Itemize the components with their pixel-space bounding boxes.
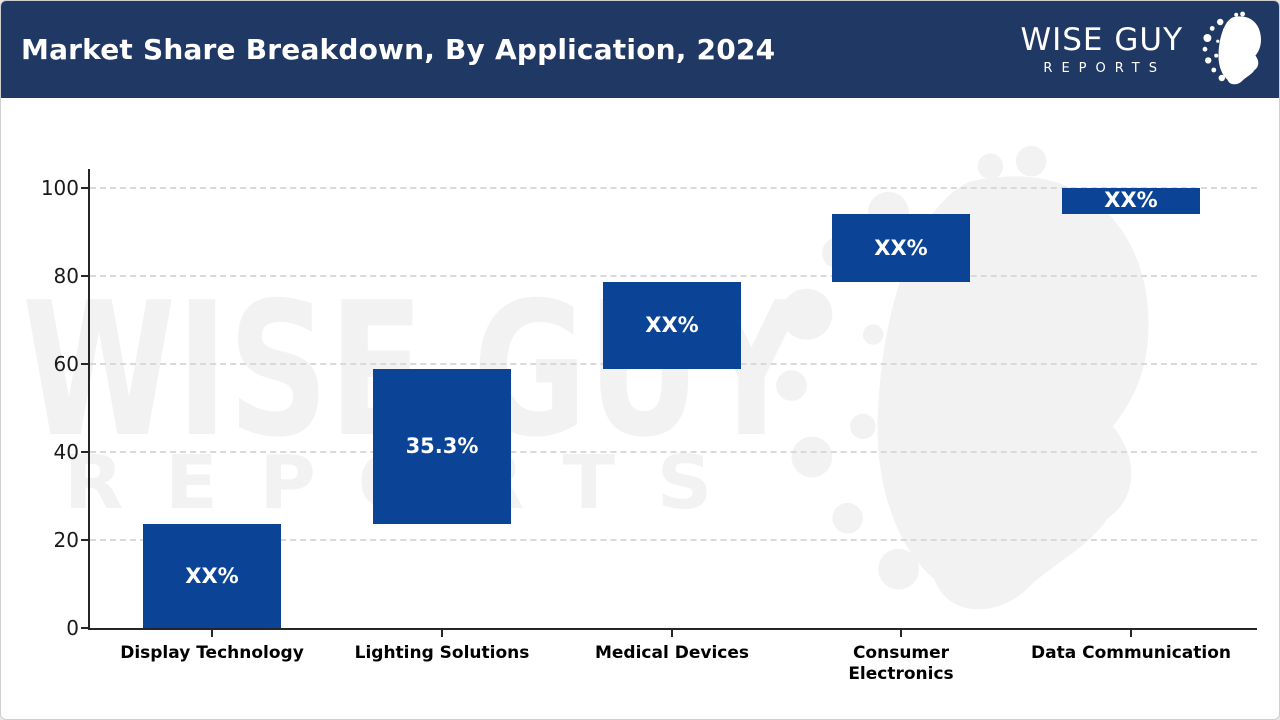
bar-value-label: XX% [1104,188,1158,213]
y-axis-label-40: 40 [53,439,79,464]
plot-area: 0 20 40 60 80 100 XX% Display Technology 35.3% Li… [1,98,1279,719]
bar-consumer-electronics: XX% [832,213,970,283]
logo-subtitle: REPORTS [1043,60,1167,76]
bar-value-label: 35.3% [405,434,479,459]
y-axis-tick-80 [81,274,89,277]
x-axis-line [88,627,1257,630]
bar-medical-devices: XX% [603,282,741,369]
x-axis-label-5: Data Communication [1031,643,1231,663]
bar-lighting-solutions: 35.3% [373,368,511,525]
gridline-100 [90,186,1257,189]
bar-value-label: XX% [185,563,239,588]
header: Market Share Breakdown, By Application, … [1,1,1279,98]
x-axis-tick-3 [671,630,673,637]
y-axis-tick-20 [81,538,89,541]
x-axis-tick-2 [441,630,443,637]
x-axis-tick-1 [211,630,213,637]
logo-wordmark: WISE GUY [1020,21,1183,58]
gridline-80 [90,274,1257,277]
bar-value-label: XX% [645,313,699,338]
logo-face-icon [1202,11,1261,84]
y-axis-tick-40 [81,450,89,453]
bar-data-communication: XX% [1062,187,1200,214]
y-axis-label-100: 100 [40,175,79,200]
y-axis-label-0: 0 [66,616,79,640]
gridline-40 [90,450,1257,453]
wise-guy-logo: WISE GUY REPORTS [1020,7,1265,93]
x-axis-tick-5 [1130,630,1132,637]
x-axis-label-1: Display Technology [120,643,304,663]
logo-text: WISE GUY REPORTS [1020,21,1183,76]
y-axis-label-20: 20 [53,527,79,552]
y-axis-label-80: 80 [53,263,79,288]
x-axis-label-3: Medical Devices [594,643,749,663]
bar-display-technology: XX% [143,524,281,628]
y-axis-tick-0 [81,627,89,629]
gridline-20 [90,538,1257,541]
y-axis-tick-60 [81,362,89,365]
page-title: Market Share Breakdown, By Application, … [21,33,776,66]
y-axis-line [88,169,90,630]
bar-value-label: XX% [874,235,928,260]
x-axis-label-2: Lighting Solutions [354,643,530,663]
y-axis-tick-100 [81,186,89,189]
x-axis-label-4: Consumer Electronics [848,643,954,684]
y-axis-label-60: 60 [53,351,79,376]
x-axis-tick-4 [900,630,902,637]
chart-area: WISE GUY REPORTS 020406080100XX%Display … [1,98,1279,719]
